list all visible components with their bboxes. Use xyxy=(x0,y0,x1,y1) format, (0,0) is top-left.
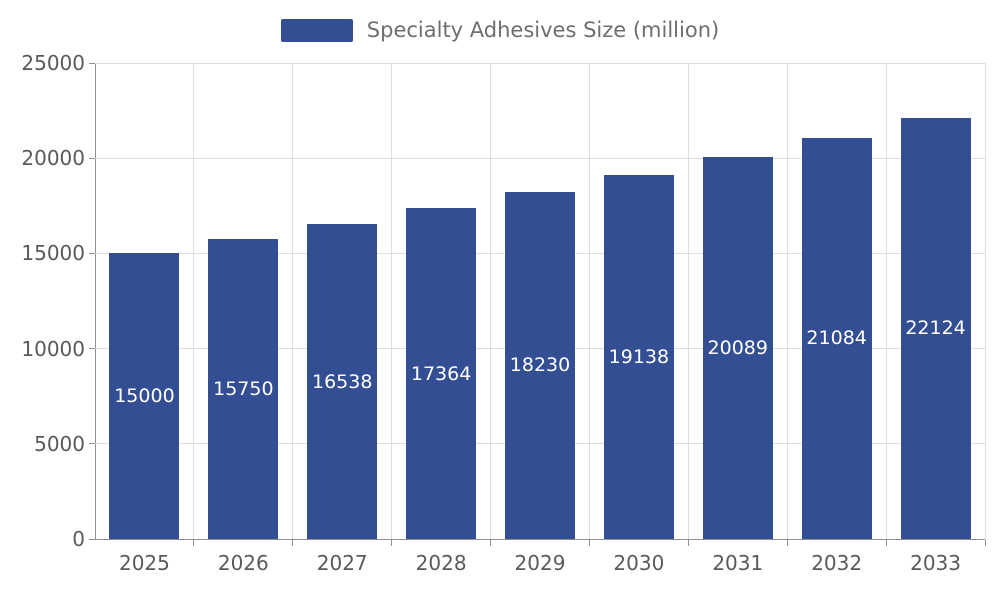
y-tick-mark xyxy=(89,157,95,159)
bar-value-label: 18230 xyxy=(509,354,571,377)
x-tick-mark xyxy=(292,540,294,546)
x-tick-label: 2027 xyxy=(316,551,368,575)
v-gridline xyxy=(786,63,788,539)
legend[interactable]: Specialty Adhesives Size (million) xyxy=(0,18,1000,42)
x-tick-mark xyxy=(786,540,788,546)
h-gridline xyxy=(95,157,985,159)
y-axis-line xyxy=(95,63,96,539)
v-gridline xyxy=(292,63,294,539)
bar-value-label: 15000 xyxy=(114,385,175,408)
bar-2032: 21084 xyxy=(801,137,872,539)
bar-value-label: 17364 xyxy=(410,362,472,385)
bar-value-label: 19138 xyxy=(608,345,670,368)
x-tick-label: 2028 xyxy=(415,551,467,575)
bar-2031: 20089 xyxy=(702,156,773,539)
bar-value-label: 21084 xyxy=(806,327,867,350)
x-tick-mark xyxy=(885,540,887,546)
x-tick-label: 2032 xyxy=(811,551,863,575)
y-tick-label: 25000 xyxy=(21,51,85,75)
bar-value-label: 15750 xyxy=(213,378,274,401)
x-tick-label: 2029 xyxy=(514,551,566,575)
y-tick-mark xyxy=(89,62,95,64)
x-tick-mark xyxy=(391,540,393,546)
y-tick-label: 10000 xyxy=(21,336,85,361)
y-tick-label: 20000 xyxy=(21,146,85,171)
v-gridline xyxy=(687,63,689,539)
x-axis-line xyxy=(95,539,985,540)
bar-value-label: 22124 xyxy=(905,317,966,340)
bar-value-label: 20089 xyxy=(707,336,768,359)
legend-swatch[interactable] xyxy=(280,18,353,42)
v-gridline xyxy=(588,63,590,539)
x-tick-mark xyxy=(984,540,986,546)
v-gridline xyxy=(193,63,195,539)
x-tick-label: 2033 xyxy=(910,551,961,575)
x-tick-label: 2030 xyxy=(613,551,665,575)
v-gridline xyxy=(984,63,986,539)
v-gridline xyxy=(391,63,393,539)
x-tick-mark xyxy=(490,540,492,546)
bar-value-label: 16538 xyxy=(311,370,373,393)
y-tick-mark xyxy=(89,538,95,540)
h-gridline xyxy=(95,62,985,64)
x-tick-mark xyxy=(193,540,195,546)
v-gridline xyxy=(885,63,887,539)
bar-2025: 15000 xyxy=(109,253,180,539)
bar-2028: 17364 xyxy=(406,208,477,539)
y-tick-label: 0 xyxy=(72,527,85,551)
x-tick-label: 2031 xyxy=(712,551,764,575)
bar-2026: 15750 xyxy=(208,239,279,539)
legend-label[interactable]: Specialty Adhesives Size (million) xyxy=(366,18,720,42)
x-tick-mark xyxy=(687,540,689,546)
plot-area: 15000 15750 16538 17364 18230 19138 20089 21084… xyxy=(89,62,986,546)
bar-2033: 22124 xyxy=(900,117,971,539)
v-gridline xyxy=(490,63,492,539)
y-tick-mark xyxy=(89,443,95,445)
y-tick-mark xyxy=(89,252,95,254)
bar-2029: 18230 xyxy=(505,191,575,539)
x-tick-label: 2025 xyxy=(118,551,170,575)
y-tick-mark xyxy=(89,348,95,350)
x-tick-label: 2026 xyxy=(217,551,269,575)
bar-2030: 19138 xyxy=(603,174,674,539)
bar-2027: 16538 xyxy=(307,224,378,539)
x-tick-mark xyxy=(588,540,590,546)
y-tick-label: 15000 xyxy=(21,241,85,266)
y-tick-label: 5000 xyxy=(34,431,85,456)
